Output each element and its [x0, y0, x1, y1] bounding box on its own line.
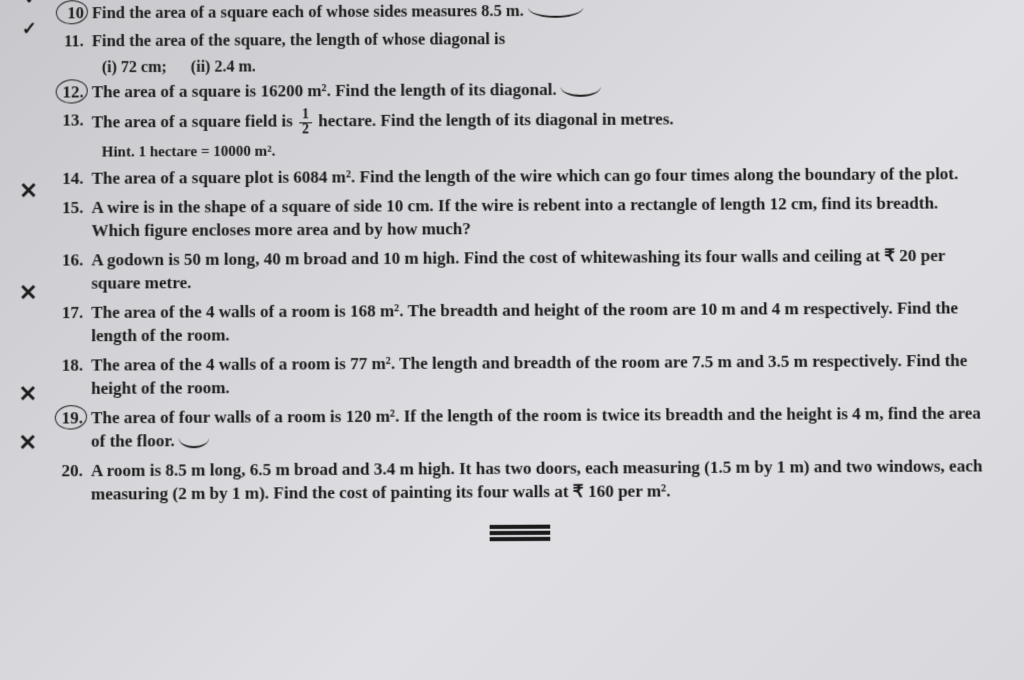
question-10: 10 Find the area of a square each of who…	[50, 0, 985, 25]
question-12: 12. The area of a square is 16200 m². Fi…	[50, 76, 986, 104]
question-13: 13. The area of a square field is 12 hec…	[50, 105, 987, 139]
q19-number: 19.	[49, 407, 91, 430]
question-16: 16. A godown is 50 m long, 40 m broad an…	[49, 245, 988, 296]
swoosh-mark-19	[179, 436, 209, 448]
q13-number: 13.	[50, 110, 92, 133]
question-19: 19. The area of four walls of a room is …	[49, 402, 991, 454]
section-end-mark	[490, 524, 551, 541]
q12-number: 12.	[50, 81, 92, 104]
swoosh-mark	[528, 6, 583, 18]
question-14: 14. The area of a square plot is 6084 m²…	[49, 163, 986, 191]
cross-mark-18: ✕	[19, 381, 38, 407]
q17-number: 17.	[49, 302, 91, 325]
q11-number: 11.	[50, 30, 92, 53]
q16-number: 16.	[49, 250, 91, 273]
question-18: 18. The area of the 4 walls of a room is…	[49, 350, 990, 401]
hint-text: 1 hectare = 10000 m².	[135, 144, 276, 161]
q17-text: The area of the 4 walls of a room is 168…	[91, 297, 989, 348]
q12-text: The area of a square is 16200 m². Find t…	[92, 79, 557, 100]
cross-mark-19: ✕	[18, 430, 37, 457]
q15-text: A wire is in the shape of a square of si…	[91, 193, 987, 244]
swoosh-mark-12	[561, 84, 601, 96]
q13-pre: The area of a square field is	[92, 112, 297, 132]
q18-number: 18.	[49, 354, 91, 377]
fraction-half: 12	[299, 109, 312, 138]
q13-post: hectare. Find the length of its diagonal…	[314, 110, 674, 131]
q11-text: Find the area of the square, the length …	[92, 26, 985, 53]
hint-label: Hint.	[102, 145, 135, 161]
q19-text: The area of four walls of a room is 120 …	[91, 403, 981, 450]
q20-number: 20.	[49, 460, 91, 484]
q14-text: The area of a square plot is 6084 m². Fi…	[92, 163, 987, 191]
question-20: 20. A room is 8.5 m long, 6.5 m broad an…	[49, 455, 992, 507]
q10-number: 10	[50, 2, 92, 24]
q15-number: 15.	[49, 197, 91, 220]
q10-text: Find the area of a square each of whose …	[92, 1, 524, 22]
q18-text: The area of the 4 walls of a room is 77 …	[91, 350, 990, 401]
question-17: 17. The area of the 4 walls of a room is…	[49, 297, 989, 348]
cross-mark-16: ✕	[19, 280, 38, 306]
cross-mark-14: ✕	[19, 178, 38, 204]
q20-text: A room is 8.5 m long, 6.5 m broad and 3.…	[91, 455, 991, 506]
tick-mark-10: ✓	[16, 0, 37, 11]
tick-mark-11: ✓	[22, 18, 37, 39]
q13-hint: Hint. 1 hectare = 10000 m².	[49, 140, 986, 162]
question-11: 11. Find the area of the square, the len…	[50, 26, 985, 53]
question-15: 15. A wire is in the shape of a square o…	[49, 193, 987, 244]
q16-text: A godown is 50 m long, 40 m broad and 10…	[91, 245, 988, 296]
q14-number: 14.	[49, 168, 91, 191]
q11-options: (i) 72 cm; (ii) 2.4 m.	[50, 54, 986, 77]
